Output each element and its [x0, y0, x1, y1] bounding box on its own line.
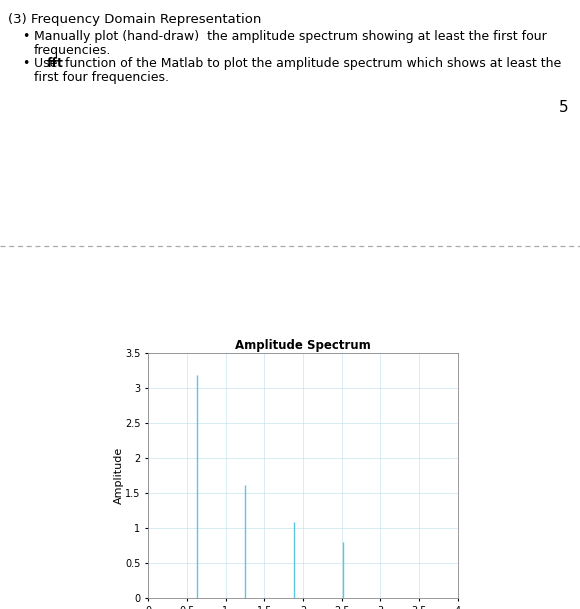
Text: function of the Matlab to plot the amplitude spectrum which shows at least the: function of the Matlab to plot the ampli… [61, 57, 561, 70]
Text: first four frequencies.: first four frequencies. [34, 71, 169, 84]
Text: frequencies.: frequencies. [34, 44, 111, 57]
Text: (3) Frequency Domain Representation: (3) Frequency Domain Representation [8, 13, 262, 26]
Text: •: • [22, 30, 30, 43]
Y-axis label: Amplitude: Amplitude [114, 447, 124, 504]
Title: Amplitude Spectrum: Amplitude Spectrum [235, 339, 371, 352]
Text: •: • [22, 57, 30, 70]
Text: Manually plot (hand-draw)  the amplitude spectrum showing at least the first fou: Manually plot (hand-draw) the amplitude … [34, 30, 547, 43]
Text: 5: 5 [559, 100, 568, 115]
Text: fft: fft [47, 57, 64, 70]
Text: Use: Use [34, 57, 61, 70]
